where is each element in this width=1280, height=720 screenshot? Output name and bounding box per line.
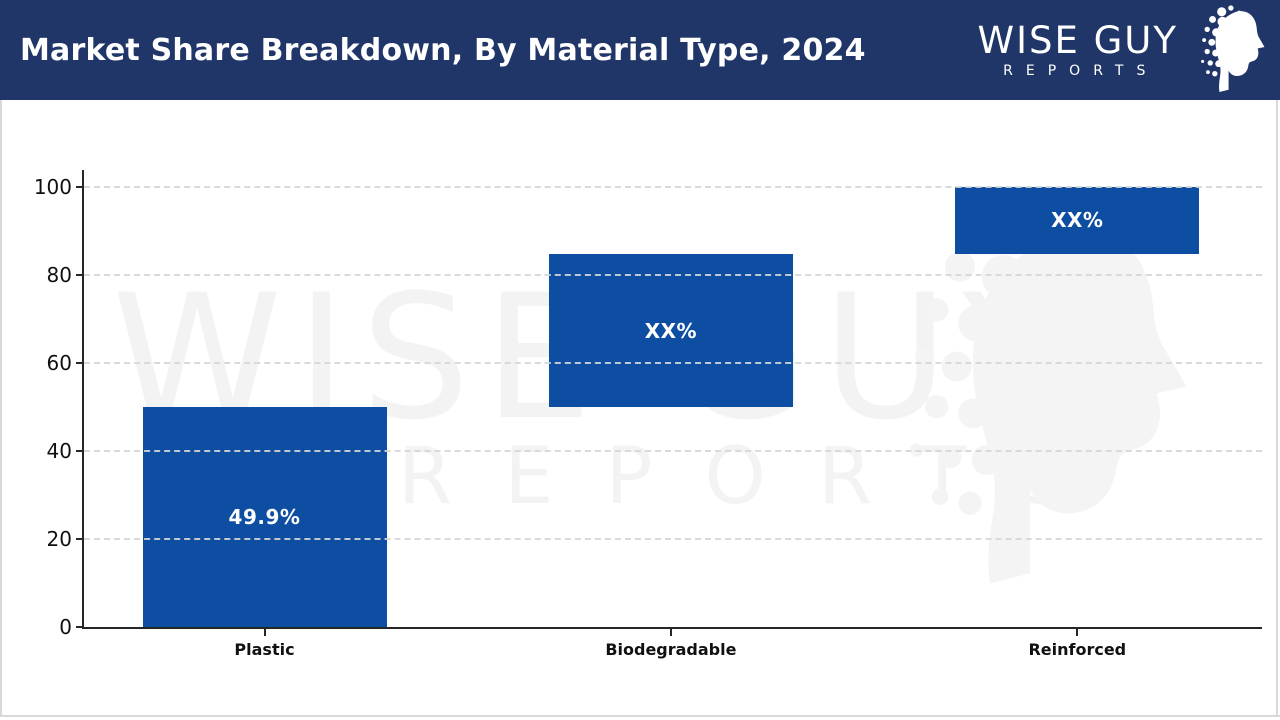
x-axis-tick: [263, 628, 266, 636]
y-axis-tick-label: 20: [46, 526, 72, 551]
y-axis-tick: [76, 537, 84, 540]
logo-reports-text: REPORTS: [1003, 63, 1159, 79]
gridline-y-80: [84, 273, 1262, 276]
y-axis-tick-label: 0: [59, 615, 72, 639]
watermark-dotted-face-icon: [910, 205, 1187, 584]
page-title: Market Share Breakdown, By Material Type…: [20, 32, 866, 68]
x-axis-category-label: Biodegradable: [605, 640, 737, 659]
x-axis-category-label: Plastic: [234, 640, 295, 659]
gridline-y-40: [84, 449, 1262, 452]
y-axis-line: [82, 170, 84, 629]
x-axis-tick: [669, 628, 672, 636]
y-axis-tick-label: 80: [46, 262, 72, 287]
gridline-y-100: [84, 185, 1262, 188]
frame-border-bottom: [0, 715, 1280, 717]
y-axis-tick: [76, 273, 84, 276]
gridline-y-60: [84, 361, 1262, 364]
y-axis-tick-label: 40: [46, 438, 72, 463]
bar-value-label: 49.9%: [228, 505, 301, 530]
x-axis-category-label: Reinforced: [1028, 640, 1127, 659]
y-axis-tick: [76, 361, 84, 364]
bar-value-label: XX%: [1051, 208, 1104, 233]
y-axis-tick: [76, 449, 84, 452]
bar-biodegradable: XX%: [548, 253, 793, 408]
wise-guy-reports-logo: WISE GUY REPORTS: [978, 4, 1280, 96]
x-axis-line: [82, 627, 1262, 629]
dotted-face-profile-icon: [1201, 5, 1265, 93]
logo-wise-guy-text: WISE GUY: [977, 19, 1178, 62]
bar-value-label: XX%: [644, 318, 698, 343]
header-bar: Market Share Breakdown, By Material Type…: [0, 0, 1280, 100]
y-axis-tick-label: 60: [46, 350, 72, 375]
y-axis-tick-label: 100: [33, 174, 72, 199]
bar-plastic: 49.9%: [142, 407, 387, 627]
y-axis-tick: [76, 626, 84, 628]
logo-wordmark: WISE GUY REPORTS: [978, 22, 1178, 78]
y-axis-tick: [76, 185, 84, 188]
x-axis-tick: [1076, 628, 1079, 636]
frame-border-left: [0, 100, 2, 717]
gridline-y-20: [84, 537, 1262, 540]
bar-reinforced: XX%: [955, 186, 1200, 254]
frame-border-right: [1276, 100, 1278, 717]
